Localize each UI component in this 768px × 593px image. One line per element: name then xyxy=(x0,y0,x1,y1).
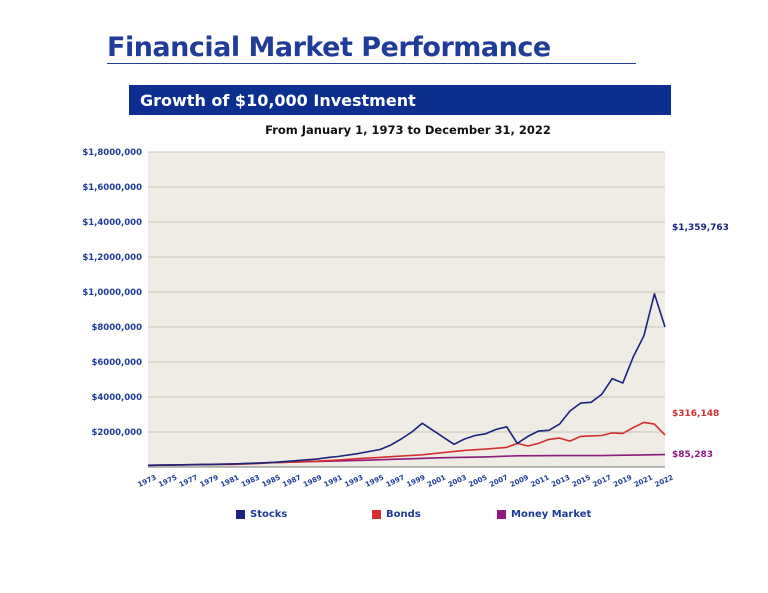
x-tick-label: 2019 xyxy=(612,473,633,489)
legend-label-stocks: Stocks xyxy=(250,508,288,520)
end-value-label: $1,359,763 xyxy=(672,223,729,233)
banner-text: Growth of $10,000 Investment xyxy=(140,91,416,110)
x-tick-label: 1987 xyxy=(281,473,302,489)
x-tick-label: 1983 xyxy=(240,473,261,489)
x-tick-label: 1973 xyxy=(137,473,158,489)
x-tick-label: 1997 xyxy=(385,473,406,489)
x-tick-label: 1985 xyxy=(261,473,282,489)
x-tick-label: 2011 xyxy=(530,473,551,489)
title-underline xyxy=(107,63,636,64)
series-line-stocks xyxy=(147,293,666,467)
x-tick-label: 1979 xyxy=(199,473,220,489)
y-tick-label: $1,0000,000 xyxy=(82,288,142,298)
legend-item-money-market: Money Market xyxy=(497,507,591,521)
x-tick-label: 2003 xyxy=(447,473,468,489)
y-tick-label: $1,4000,000 xyxy=(82,218,142,228)
y-tick-label: $2000,000 xyxy=(91,428,142,438)
plot-area xyxy=(148,152,665,467)
x-tick-label: 2009 xyxy=(509,473,530,489)
y-tick-label: $1,8000,000 xyxy=(82,148,142,158)
y-tick-label: $6000,000 xyxy=(91,358,142,368)
end-value-label: $316,148 xyxy=(672,409,719,419)
chart-subtitle: From January 1, 1973 to December 31, 202… xyxy=(265,123,551,137)
x-tick-label: 2017 xyxy=(592,473,613,489)
legend-label-bonds: Bonds xyxy=(386,508,421,520)
y-tick-label: $1,6000,000 xyxy=(82,183,142,193)
legend-swatch-bonds xyxy=(372,509,381,519)
x-tick-label: 1991 xyxy=(323,473,344,489)
legend-swatch-money-market xyxy=(497,509,506,519)
x-tick-label: 2013 xyxy=(550,473,571,489)
x-tick-label: 2005 xyxy=(468,473,489,489)
x-tick-label: 2022 xyxy=(654,473,675,489)
x-tick-label: 1989 xyxy=(302,473,323,489)
legend-swatch-stocks xyxy=(236,509,245,519)
legend-item-stocks: Stocks xyxy=(236,507,287,521)
x-tick-label: 1993 xyxy=(343,473,364,489)
x-tick-label: 1977 xyxy=(178,473,199,489)
x-tick-label: 2007 xyxy=(488,473,509,489)
legend-item-bonds: Bonds xyxy=(372,507,421,521)
x-tick-label: 2001 xyxy=(426,473,447,489)
y-tick-label: $1,2000,000 xyxy=(82,253,142,263)
x-tick-label: 2015 xyxy=(571,473,592,489)
page-title: Financial Market Performance xyxy=(107,32,551,63)
legend-label-money-market: Money Market xyxy=(511,508,592,520)
y-tick-label: $8000,000 xyxy=(91,323,142,333)
end-value-label: $85,283 xyxy=(672,450,713,460)
x-tick-label: 2021 xyxy=(633,473,654,489)
banner: Growth of $10,000 Investment xyxy=(129,85,671,115)
x-tick-label: 1995 xyxy=(364,473,385,489)
x-tick-label: 1975 xyxy=(157,473,178,489)
y-tick-label: $4000,000 xyxy=(91,393,142,403)
x-tick-label: 1999 xyxy=(405,473,426,489)
x-tick-label: 1981 xyxy=(219,473,240,489)
